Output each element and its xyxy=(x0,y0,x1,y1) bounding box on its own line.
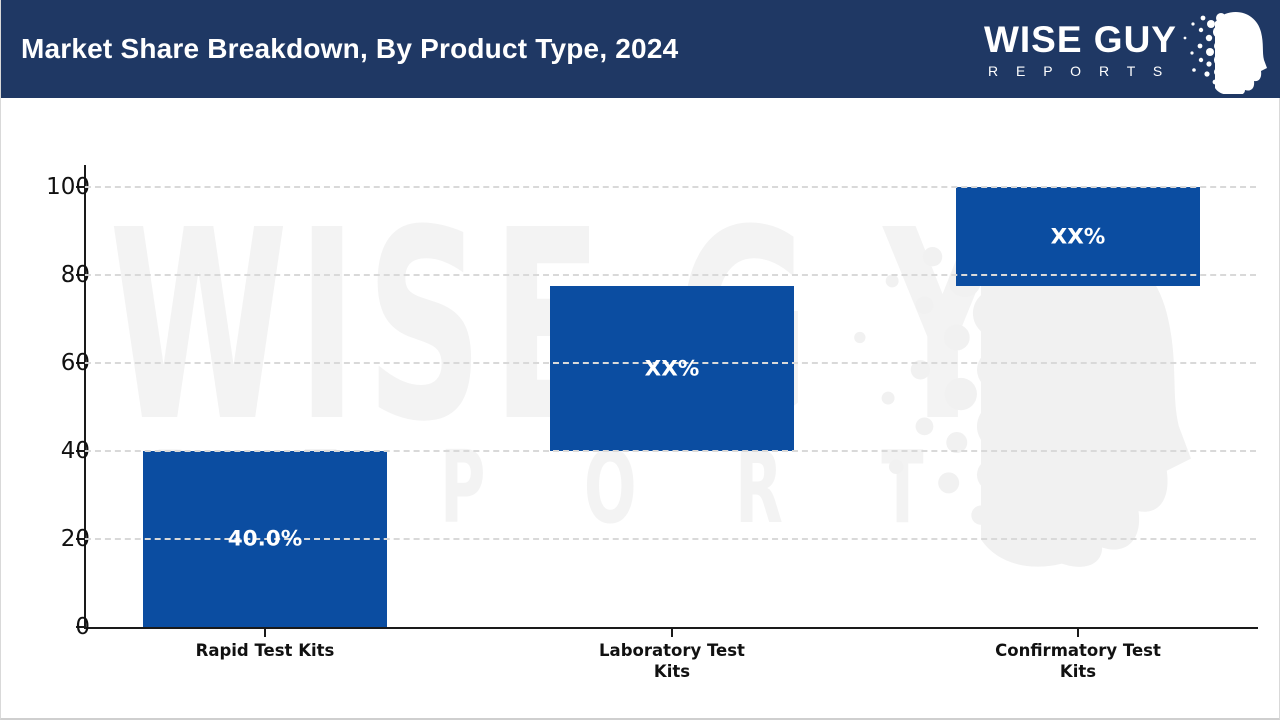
brand-text: WISE GUY R E P O R T S xyxy=(984,21,1177,78)
y-tick-label-40: 40 xyxy=(60,438,90,464)
y-tick-label-20: 20 xyxy=(60,526,90,552)
bar-segment-2 xyxy=(550,286,794,451)
bar-value-label-1: 40.0% xyxy=(227,526,303,552)
gridline-80 xyxy=(85,274,1256,276)
x-axis-line xyxy=(84,627,1258,629)
gridline-20 xyxy=(85,538,1256,540)
brand-name: WISE GUY xyxy=(983,18,1177,60)
brand-subtitle: R E P O R T S xyxy=(987,62,1170,79)
gridline-40 xyxy=(85,450,1256,452)
gridline-100 xyxy=(85,186,1256,188)
y-tick-label-0: 0 xyxy=(75,614,90,640)
gridline-60 xyxy=(85,362,1256,364)
brand-logo: WISE GUY R E P O R T S xyxy=(984,0,1267,98)
y-tick-20 xyxy=(76,538,85,540)
x-category-label-2: Laboratory Test Kits xyxy=(599,641,745,682)
x-tick-1 xyxy=(264,629,266,637)
y-tick-60 xyxy=(76,362,85,364)
header-band: Market Share Breakdown, By Product Type,… xyxy=(1,0,1280,98)
bar-value-label-2: XX% xyxy=(644,356,700,381)
y-tick-80 xyxy=(76,274,85,276)
y-tick-label-100: 100 xyxy=(46,174,90,200)
x-tick-3 xyxy=(1077,629,1079,637)
page-title: Market Share Breakdown, By Product Type,… xyxy=(21,33,679,64)
bar-value-label-3: XX% xyxy=(1050,224,1106,249)
y-axis-line xyxy=(84,165,86,627)
y-tick-label-60: 60 xyxy=(60,350,90,376)
y-tick-100 xyxy=(76,186,85,188)
x-tick-2 xyxy=(671,629,673,637)
x-category-label-3: Confirmatory Test Kits xyxy=(995,641,1161,682)
y-tick-40 xyxy=(76,450,85,452)
y-tick-label-80: 80 xyxy=(60,262,90,288)
x-category-label-1: Rapid Test Kits xyxy=(195,641,335,660)
y-tick-0 xyxy=(76,626,85,628)
brand-head-icon xyxy=(1183,12,1267,94)
